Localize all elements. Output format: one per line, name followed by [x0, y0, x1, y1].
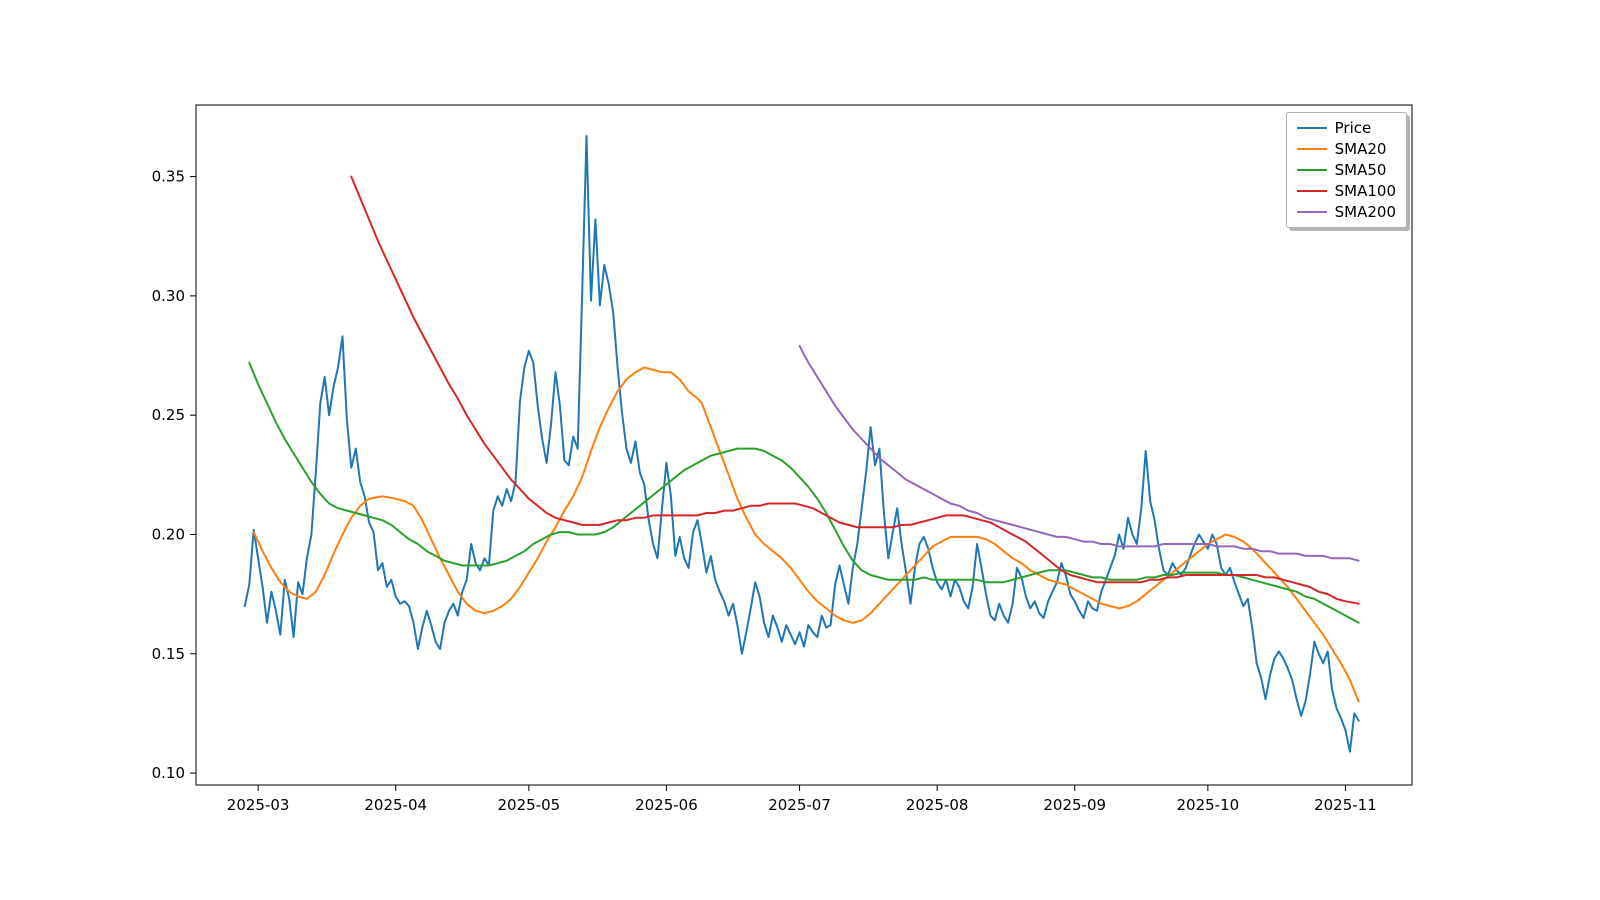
x-tick-label: 2025-06 — [635, 796, 698, 814]
legend-line-swatch — [1296, 169, 1327, 171]
legend-item-price[interactable]: Price — [1296, 119, 1396, 137]
axes-frame — [195, 104, 1413, 786]
x-tick-label: 2025-11 — [1314, 796, 1377, 814]
y-tick-label: 0.15 — [152, 645, 185, 663]
series-line-sma200 — [798, 345, 1360, 562]
series-line-sma50 — [248, 361, 1360, 624]
legend-line-swatch — [1296, 148, 1327, 150]
legend[interactable]: Price SMA20 SMA50 SMA100 SMA200 — [1285, 112, 1407, 228]
y-tick-label: 0.10 — [152, 764, 185, 782]
x-tick-label: 2025-08 — [906, 796, 969, 814]
y-tick-label: 0.30 — [152, 287, 185, 305]
x-tick-label: 2025-09 — [1043, 796, 1106, 814]
legend-label: SMA100 — [1334, 182, 1396, 200]
legend-label: SMA200 — [1334, 203, 1396, 221]
x-tick-label: 2025-03 — [227, 796, 290, 814]
legend-line-swatch — [1296, 211, 1327, 213]
legend-line-swatch — [1296, 127, 1327, 129]
y-tick-label: 0.35 — [152, 168, 185, 186]
x-tick-label: 2025-10 — [1177, 796, 1240, 814]
y-tick-label: 0.20 — [152, 525, 185, 543]
x-tick-label: 2025-07 — [768, 796, 831, 814]
y-tick-label: 0.25 — [152, 406, 185, 424]
series-line-sma100 — [350, 175, 1360, 605]
x-tick-label: 2025-05 — [498, 796, 561, 814]
x-tick-label: 2025-04 — [364, 796, 427, 814]
legend-item-sma200[interactable]: SMA200 — [1296, 203, 1396, 221]
series-line-price — [243, 135, 1360, 753]
legend-item-sma20[interactable]: SMA20 — [1296, 140, 1396, 158]
legend-item-sma100[interactable]: SMA100 — [1296, 182, 1396, 200]
legend-label: Price — [1334, 119, 1372, 137]
legend-label: SMA20 — [1334, 140, 1387, 158]
legend-label: SMA50 — [1334, 161, 1387, 179]
legend-item-sma50[interactable]: SMA50 — [1296, 161, 1396, 179]
series-line-sma20 — [252, 366, 1360, 703]
legend-line-swatch — [1296, 190, 1327, 192]
